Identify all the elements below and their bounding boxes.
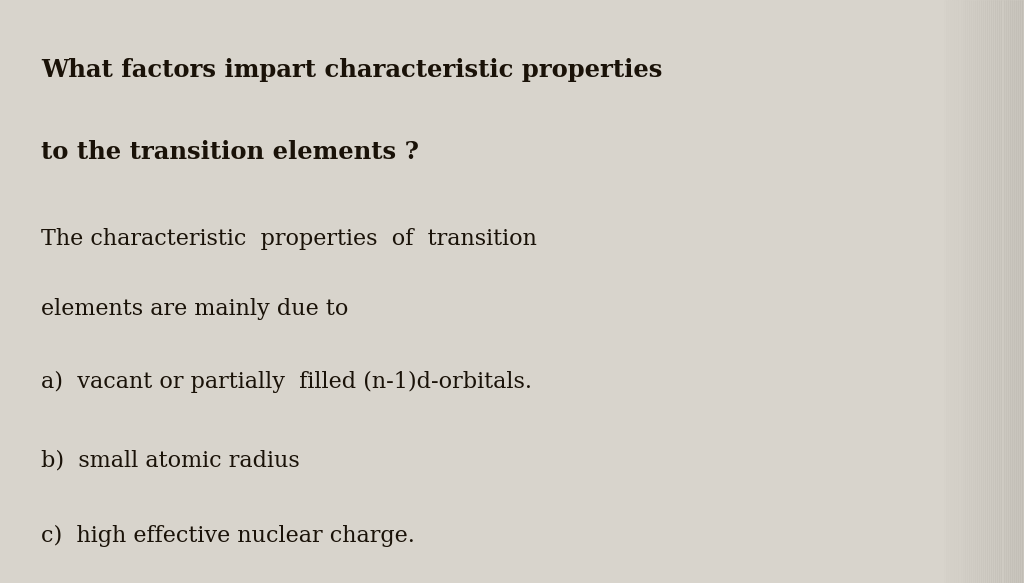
Bar — [1010, 0, 1012, 583]
Bar — [995, 0, 997, 583]
Bar — [948, 0, 950, 583]
Bar — [983, 0, 985, 583]
Bar — [965, 0, 967, 583]
Bar — [998, 0, 1004, 583]
Bar — [1001, 0, 1004, 583]
Text: The characteristic  properties  of  transition: The characteristic properties of transit… — [41, 228, 537, 250]
Bar — [963, 0, 968, 583]
Bar — [993, 0, 998, 583]
Bar — [942, 0, 947, 583]
Bar — [967, 0, 969, 583]
Bar — [973, 0, 978, 583]
Bar — [985, 0, 987, 583]
Bar — [1014, 0, 1016, 583]
Bar — [956, 0, 958, 583]
Bar — [969, 0, 971, 583]
Bar — [954, 0, 956, 583]
Bar — [1004, 0, 1006, 583]
Bar — [947, 0, 952, 583]
Bar — [988, 0, 993, 583]
Bar — [1018, 0, 1020, 583]
Bar — [991, 0, 993, 583]
Bar — [958, 0, 961, 583]
Bar — [1022, 0, 1024, 583]
Bar — [937, 0, 942, 583]
Bar — [961, 0, 963, 583]
Bar — [993, 0, 995, 583]
Bar — [1008, 0, 1010, 583]
Bar — [911, 0, 916, 583]
Text: a)  vacant or partially  filled (n-1)d-orbitals.: a) vacant or partially filled (n-1)d-orb… — [41, 371, 531, 393]
Bar — [989, 0, 991, 583]
Bar — [906, 0, 911, 583]
Bar — [1006, 0, 1008, 583]
Bar — [1016, 0, 1018, 583]
Bar — [1020, 0, 1022, 583]
Bar — [971, 0, 973, 583]
Bar — [981, 0, 983, 583]
Bar — [983, 0, 988, 583]
Text: to the transition elements ?: to the transition elements ? — [41, 139, 419, 164]
Bar — [944, 0, 946, 583]
Bar — [952, 0, 957, 583]
Bar — [987, 0, 989, 583]
Bar — [997, 0, 999, 583]
Text: b)  small atomic radius: b) small atomic radius — [41, 449, 300, 472]
Bar — [901, 0, 906, 583]
Bar — [977, 0, 979, 583]
Bar — [952, 0, 954, 583]
Bar — [950, 0, 952, 583]
Text: elements are mainly due to: elements are mainly due to — [41, 298, 348, 320]
Bar — [946, 0, 948, 583]
Text: c)  high effective nuclear charge.: c) high effective nuclear charge. — [41, 525, 415, 547]
Bar — [978, 0, 983, 583]
Bar — [979, 0, 981, 583]
Bar — [932, 0, 937, 583]
Bar — [973, 0, 975, 583]
Bar — [1012, 0, 1014, 583]
Bar — [999, 0, 1001, 583]
Bar — [922, 0, 927, 583]
Bar — [975, 0, 977, 583]
Text: What factors impart characteristic properties: What factors impart characteristic prope… — [41, 58, 663, 82]
Bar — [927, 0, 932, 583]
Bar — [957, 0, 963, 583]
Bar — [968, 0, 973, 583]
Bar — [942, 0, 944, 583]
Bar — [963, 0, 965, 583]
Bar — [916, 0, 922, 583]
